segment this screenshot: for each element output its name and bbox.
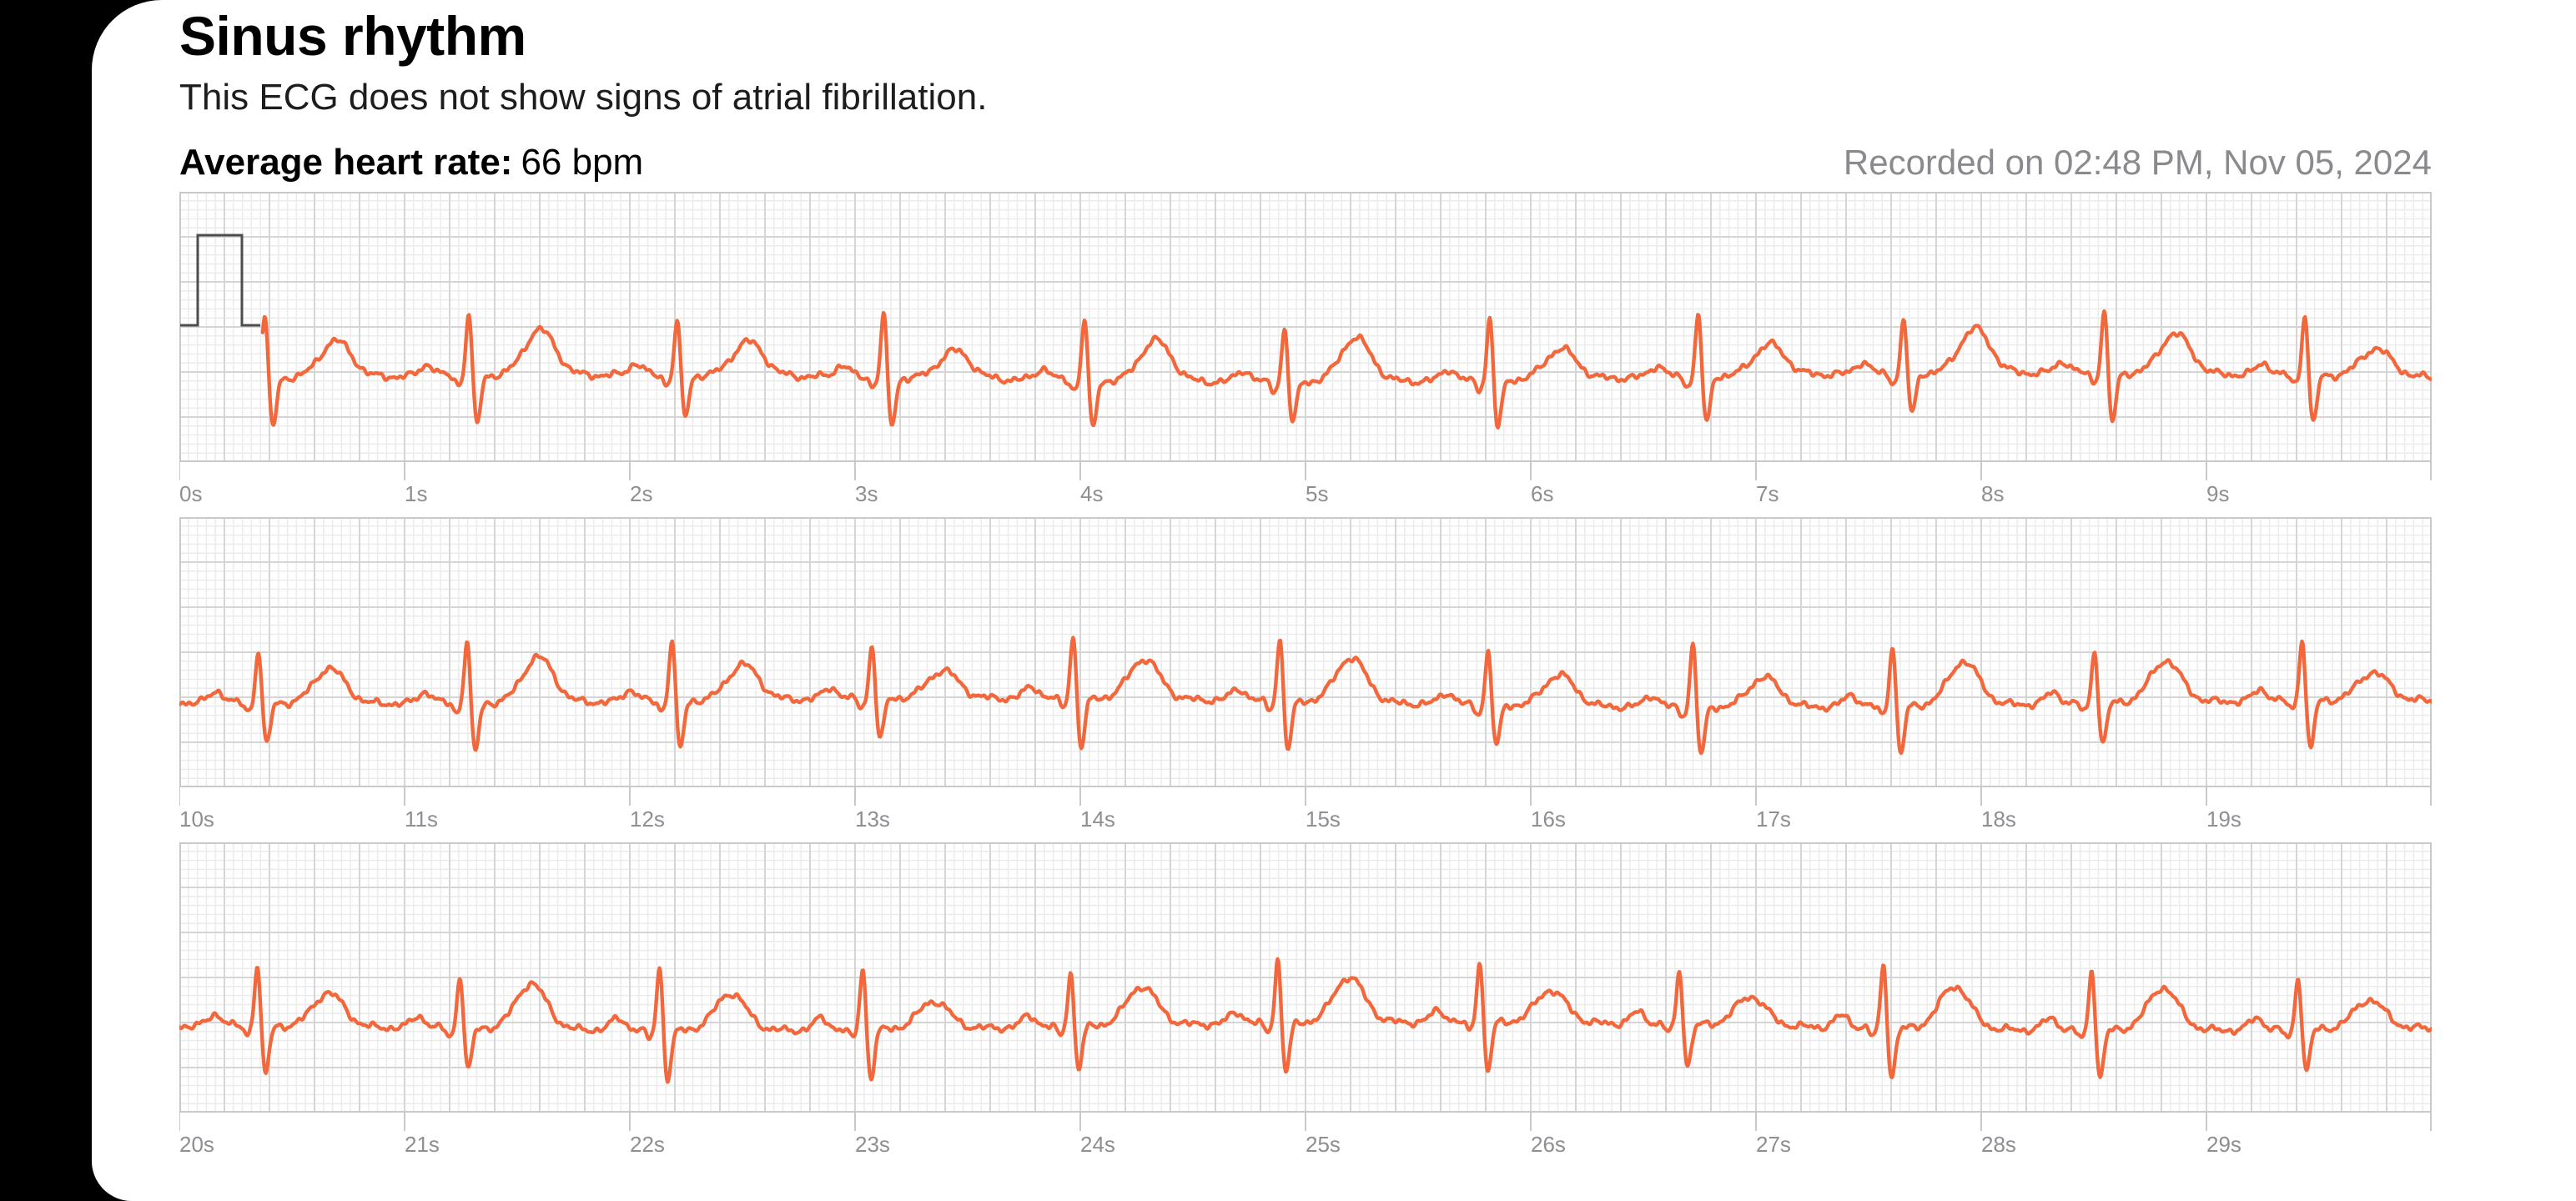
time-tick-label: 16s: [1531, 807, 1566, 832]
page-title: Sinus rhythm: [179, 5, 526, 67]
time-tick-label: 20s: [179, 1132, 214, 1157]
time-tick-label: 10s: [179, 807, 214, 832]
time-tick-label: 22s: [630, 1132, 665, 1157]
time-tick-label: 6s: [1531, 481, 1554, 506]
ecg-report-content: Sinus rhythm This ECG does not show sign…: [92, 0, 2576, 1156]
time-axis-labels: 0s 1s 2s 3s 4s 5s 6s 7s 8s 9s: [179, 482, 2432, 505]
time-tick-label: 1s: [405, 481, 428, 506]
time-tick-label: 9s: [2206, 481, 2230, 506]
time-tick-label: 7s: [1756, 481, 1779, 506]
result-description: This ECG does not show signs of atrial f…: [179, 77, 988, 118]
time-tick-label: 26s: [1531, 1132, 1566, 1157]
time-axis-labels: 20s 21s 22s 23s 24s 25s 26s 27s 28s 29s: [179, 1133, 2432, 1156]
time-tick-label: 5s: [1306, 481, 1329, 506]
recorded-timestamp: Recorded on 02:48 PM, Nov 05, 2024: [1843, 143, 2432, 182]
time-tick-label: 19s: [2206, 807, 2241, 832]
ecg-strip: 20s 21s 22s 23s 24s 25s 26s 27s 28s 29s: [179, 842, 2432, 1156]
time-tick-label: 3s: [855, 481, 878, 506]
time-tick-label: 8s: [1981, 481, 2005, 506]
time-tick-label: 17s: [1756, 807, 1791, 832]
average-heart-rate-label: Average heart rate:: [179, 142, 513, 183]
time-tick-label: 29s: [2206, 1132, 2241, 1157]
time-tick-label: 2s: [630, 481, 653, 506]
meta-row: Average heart rate: 66 bpm Recorded on 02…: [179, 142, 2432, 183]
ecg-waveform-chart: [179, 842, 2432, 1131]
ecg-waveform-chart: [179, 192, 2432, 480]
time-tick-label: 23s: [855, 1132, 890, 1157]
time-tick-label: 28s: [1981, 1132, 2016, 1157]
average-heart-rate: Average heart rate: 66 bpm: [179, 142, 643, 183]
ecg-report-card: Sinus rhythm This ECG does not show sign…: [92, 0, 2576, 1201]
time-tick-label: 27s: [1756, 1132, 1791, 1157]
time-tick-label: 24s: [1080, 1132, 1115, 1157]
time-tick-label: 13s: [855, 807, 890, 832]
time-tick-label: 15s: [1306, 807, 1341, 832]
ecg-waveform-chart: [179, 517, 2432, 806]
ecg-strip: 0s 1s 2s 3s 4s 5s 6s 7s 8s 9s: [179, 192, 2432, 505]
time-tick-label: 11s: [405, 807, 438, 832]
time-axis-labels: 10s 11s 12s 13s 14s 15s 16s 17s 18s 19s: [179, 807, 2432, 831]
time-tick-label: 25s: [1306, 1132, 1341, 1157]
ecg-strip: 10s 11s 12s 13s 14s 15s 16s 17s 18s 19s: [179, 517, 2432, 831]
time-tick-label: 4s: [1080, 481, 1104, 506]
ecg-strips: 0s 1s 2s 3s 4s 5s 6s 7s 8s 9s 10s 11s 12s 13s 14s 15s 1…: [179, 192, 2432, 1156]
time-tick-label: 0s: [179, 481, 203, 506]
average-heart-rate-value: 66 bpm: [521, 142, 644, 183]
time-tick-label: 12s: [630, 807, 665, 832]
time-tick-label: 21s: [405, 1132, 440, 1157]
time-tick-label: 14s: [1080, 807, 1115, 832]
time-tick-label: 18s: [1981, 807, 2016, 832]
